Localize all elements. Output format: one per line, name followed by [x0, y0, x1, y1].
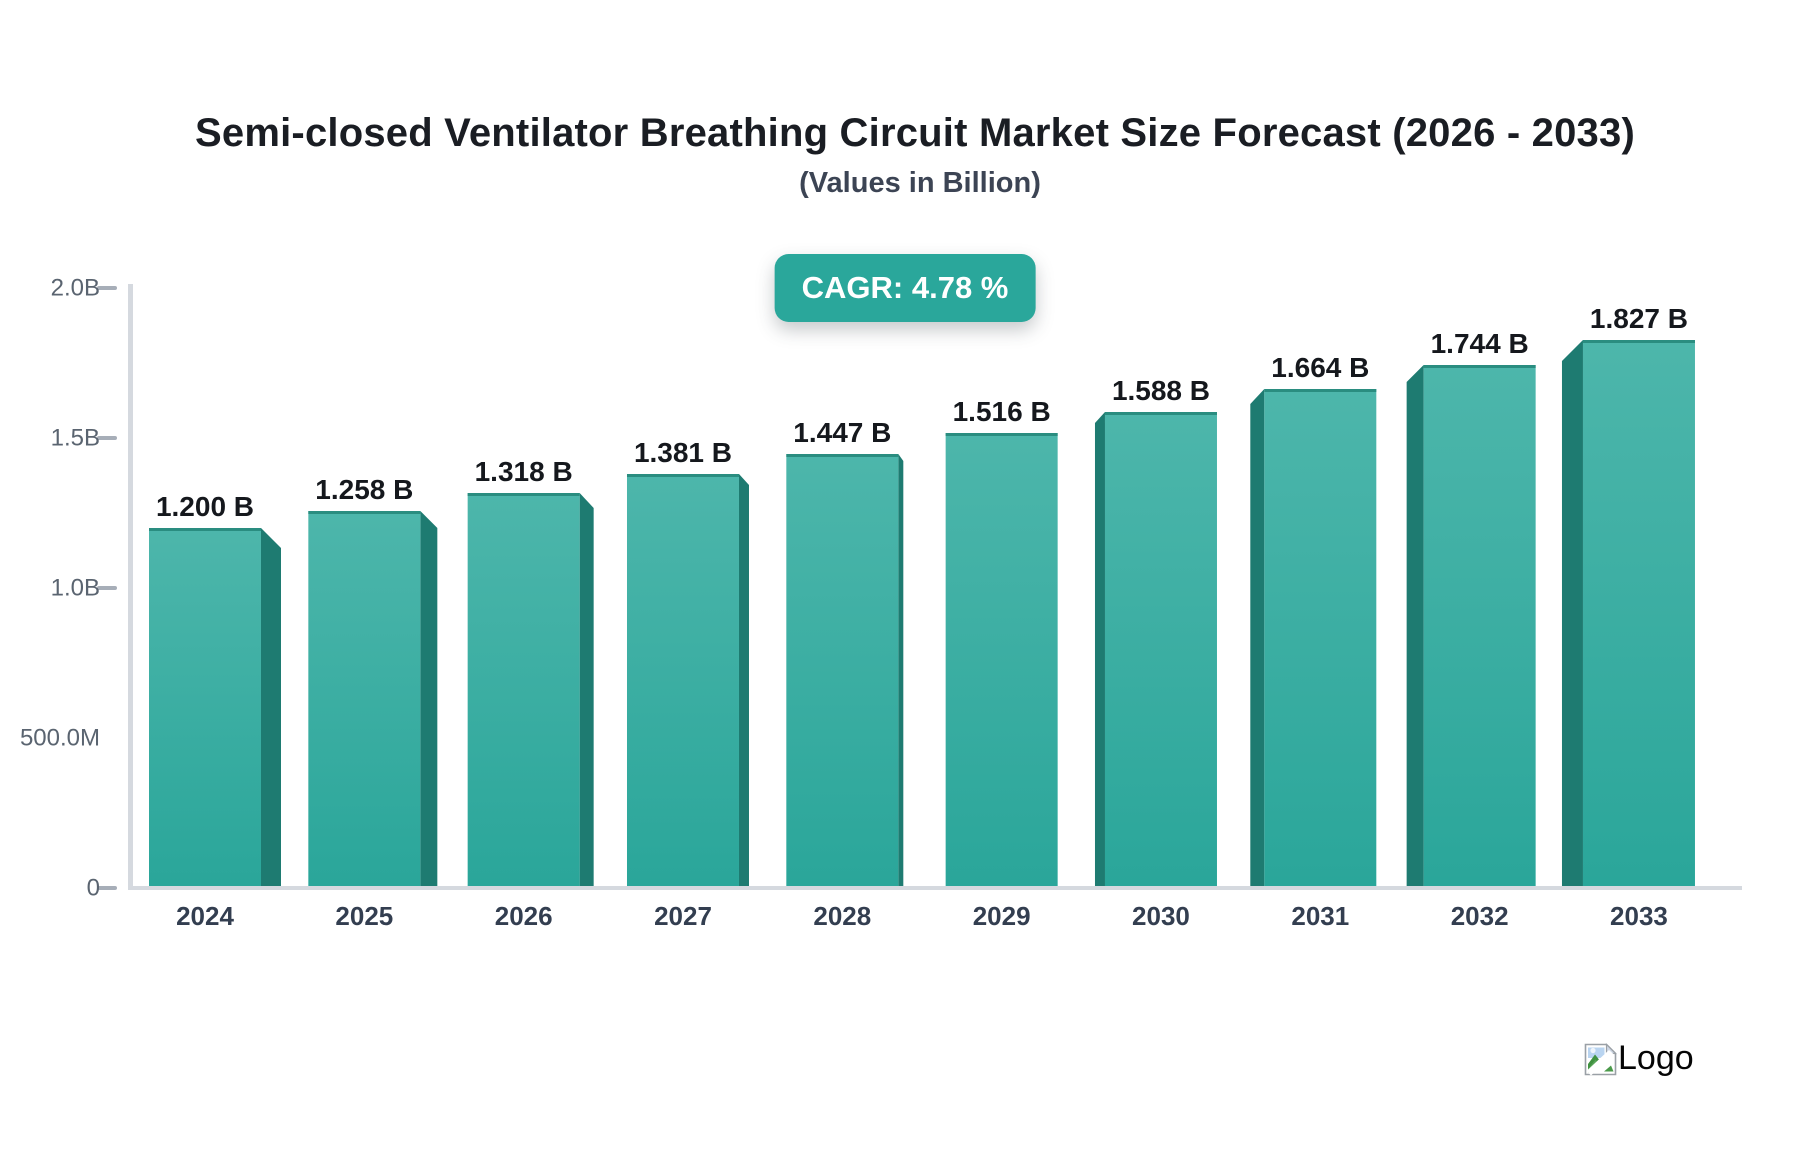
y-tick-dash	[97, 286, 117, 290]
bar-front-face	[1264, 389, 1377, 886]
bar-top-edge	[1264, 389, 1377, 392]
bar-front-face	[1104, 412, 1217, 886]
page-subtitle: (Values in Billion)	[799, 167, 1041, 199]
bar-side-face	[420, 511, 438, 886]
y-axis-line	[128, 284, 133, 890]
bar-side-face	[738, 474, 749, 886]
x-axis-label: 2031	[1291, 901, 1349, 931]
logo-alt-text: Logo	[1618, 1039, 1694, 1077]
y-tick-label: 500.0M	[20, 725, 100, 752]
bar-value-label: 1.588 B	[1112, 375, 1210, 406]
bar-group-2029	[945, 433, 1058, 886]
bar-value-label: 1.664 B	[1271, 352, 1369, 383]
bar-group-2026	[467, 493, 594, 886]
bar-front-face	[467, 493, 580, 886]
labels-layer: 2.0B 1.5B 1.0B 500.0M 0 1.200 B 2024 1.258 B 202…	[20, 275, 1688, 932]
bar-group-2028	[786, 454, 904, 886]
x-axis-label: 2033	[1610, 901, 1668, 931]
bar-top-edge	[1582, 340, 1695, 343]
cagr-badge: CAGR: 4.78 %	[774, 254, 1036, 322]
bar-side-face	[1406, 365, 1424, 886]
bar-front-face	[1423, 365, 1536, 886]
bar-group-2030	[1094, 412, 1217, 886]
bar-side-face	[1094, 412, 1105, 886]
y-tick-label: 0	[87, 875, 100, 902]
x-axis-label: 2029	[973, 901, 1031, 931]
x-axis-label: 2026	[495, 901, 553, 931]
bar-value-label: 1.516 B	[953, 396, 1051, 427]
bar-value-label: 1.381 B	[634, 437, 732, 468]
bar-side-face	[261, 528, 281, 886]
bar-front-face	[1582, 340, 1695, 886]
y-tick-label: 2.0B	[51, 275, 100, 302]
y-tick-dash	[97, 586, 117, 590]
bar-front-face	[149, 528, 261, 886]
bar-front-face	[945, 433, 1058, 886]
y-tick-label: 1.5B	[51, 425, 100, 452]
bar-top-edge	[626, 474, 739, 477]
bar-side-face	[579, 493, 594, 886]
bar-value-label: 1.827 B	[1590, 303, 1688, 334]
bar-front-face	[786, 454, 899, 886]
bar-group-2024	[149, 528, 281, 886]
bar-top-edge	[1423, 365, 1536, 368]
y-tick-label: 1.0B	[51, 575, 100, 602]
bar-group-2033	[1561, 340, 1695, 886]
bar-value-label: 1.258 B	[315, 474, 413, 505]
bar-group-2025	[308, 511, 438, 886]
bar-top-edge	[786, 454, 899, 457]
y-tick-dash	[97, 436, 117, 440]
bar-side-face	[1250, 389, 1265, 886]
bar-top-edge	[149, 528, 261, 531]
bar-side-face	[898, 454, 904, 886]
bar-group-2027	[626, 474, 749, 886]
logo: Logo	[1584, 1040, 1694, 1076]
bar-front-face	[626, 474, 739, 886]
bar-group-2032	[1406, 365, 1536, 886]
x-axis-label: 2032	[1451, 901, 1509, 931]
x-axis-label: 2030	[1132, 901, 1190, 931]
x-axis-label: 2027	[654, 901, 712, 931]
x-axis-line	[128, 886, 1742, 890]
axis-layer	[97, 284, 1742, 890]
bar-side-face	[1561, 340, 1583, 886]
bars-layer	[149, 340, 1695, 886]
x-axis-label: 2024	[176, 901, 234, 931]
bar-value-label: 1.318 B	[475, 456, 573, 487]
bar-top-edge	[1104, 412, 1217, 415]
bar-top-edge	[945, 433, 1058, 436]
bar-front-face	[308, 511, 421, 886]
bar-value-label: 1.447 B	[793, 417, 891, 448]
x-axis-label: 2025	[335, 901, 393, 931]
bar-group-2031	[1250, 389, 1377, 886]
y-tick-dash	[97, 886, 117, 890]
page-title: Semi-closed Ventilator Breathing Circuit…	[195, 111, 1635, 155]
broken-image-icon	[1584, 1043, 1617, 1076]
bar-value-label: 1.744 B	[1431, 328, 1529, 359]
bar-value-label: 1.200 B	[156, 491, 254, 522]
bar-top-edge	[467, 493, 580, 496]
bar-top-edge	[308, 511, 421, 514]
x-axis-label: 2028	[813, 901, 871, 931]
